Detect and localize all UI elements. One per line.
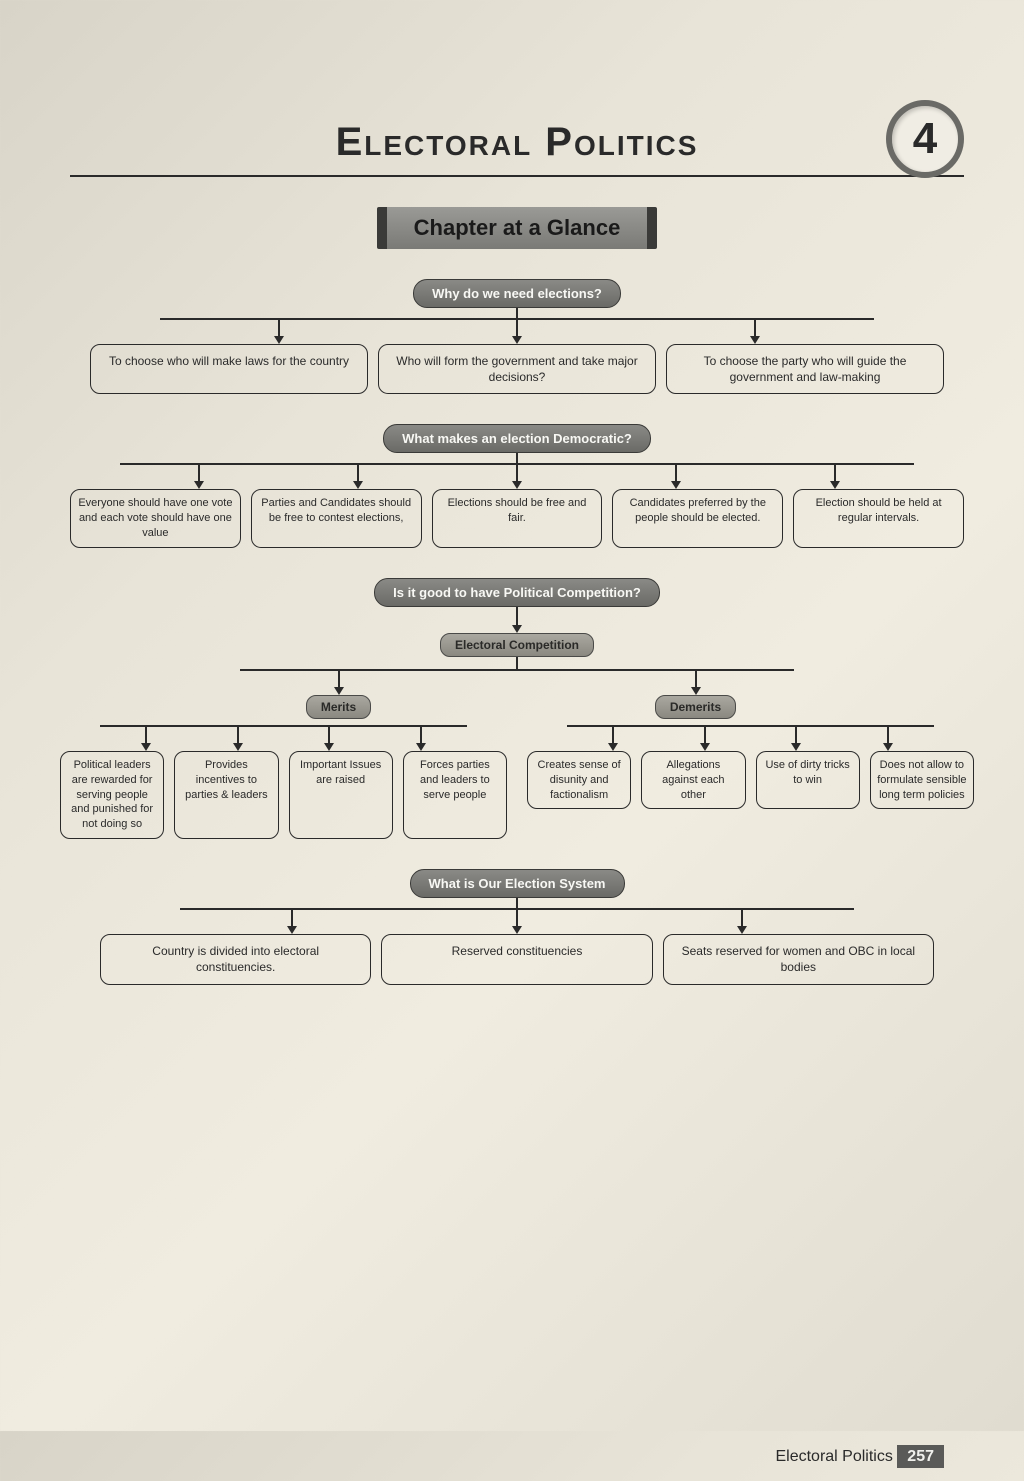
connector xyxy=(516,607,518,625)
arrows xyxy=(180,910,854,934)
leaf-box: Does not allow to formulate sensible lon… xyxy=(870,751,974,810)
leaf-row: Political leaders are rewarded for servi… xyxy=(60,751,507,839)
leaf-row: To choose who will make laws for the cou… xyxy=(60,344,974,394)
merits-demerits-row: Merits Demerits xyxy=(180,671,854,719)
arrows xyxy=(160,320,874,344)
page-number: 257 xyxy=(897,1445,944,1468)
connector xyxy=(516,898,518,908)
merits-demerits-leaves: Political leaders are rewarded for servi… xyxy=(60,725,974,839)
footer-text: Electoral Politics xyxy=(775,1448,892,1465)
leaf-row: Everyone should have one vote and each v… xyxy=(60,489,974,548)
leaf-box: Seats reserved for women and OBC in loca… xyxy=(663,934,934,984)
question-pill: Why do we need elections? xyxy=(413,279,621,308)
section-democratic: What makes an election Democratic? Every… xyxy=(60,424,974,548)
leaf-box: Country is divided into electoral consti… xyxy=(100,934,371,984)
leaf-row: Country is divided into electoral consti… xyxy=(60,934,974,984)
leaf-box: Important Issues are raised xyxy=(289,751,393,839)
leaf-box: Provides incentives to parties & leaders xyxy=(174,751,278,839)
leaf-box: To choose who will make laws for the cou… xyxy=(90,344,368,394)
title-underline xyxy=(70,175,964,177)
leaf-box: Election should be held at regular inter… xyxy=(793,489,964,548)
chapter-number: 4 xyxy=(886,100,964,178)
arrows xyxy=(100,727,467,751)
leaf-box: Parties and Candidates should be free to… xyxy=(251,489,422,548)
leaf-box: Political leaders are rewarded for servi… xyxy=(60,751,164,839)
demerits-leaves: Creates sense of disunity and factionali… xyxy=(527,725,974,839)
connector xyxy=(516,657,518,669)
question-pill: What makes an election Democratic? xyxy=(383,424,651,453)
section-competition: Is it good to have Political Competition… xyxy=(60,578,974,839)
textbook-page: Electoral Politics 4 Chapter at a Glance… xyxy=(60,120,974,1481)
section-election-system: What is Our Election System Country is d… xyxy=(60,869,974,984)
page-footer: Electoral Politics 257 xyxy=(775,1448,944,1466)
leaf-box: Reserved constituencies xyxy=(381,934,652,984)
leaf-box: Creates sense of disunity and factionali… xyxy=(527,751,631,810)
leaf-box: Elections should be free and fair. xyxy=(432,489,603,548)
leaf-box: Use of dirty tricks to win xyxy=(756,751,860,810)
leaf-box: Who will form the government and take ma… xyxy=(378,344,656,394)
question-pill: Is it good to have Political Competition… xyxy=(374,578,660,607)
merits-leaves: Political leaders are rewarded for servi… xyxy=(60,725,507,839)
leaf-box: Allegations against each other xyxy=(641,751,745,810)
arrows xyxy=(567,727,934,751)
leaf-box: Everyone should have one vote and each v… xyxy=(70,489,241,548)
chapter-title: Electoral Politics xyxy=(336,120,699,165)
leaf-box: Forces parties and leaders to serve peop… xyxy=(403,751,507,839)
question-pill: What is Our Election System xyxy=(410,869,625,898)
merits-col: Merits xyxy=(180,671,497,719)
demerits-col: Demerits xyxy=(537,671,854,719)
demerits-pill: Demerits xyxy=(655,695,736,719)
arrows xyxy=(120,465,914,489)
section-why-elections: Why do we need elections? To choose who … xyxy=(60,279,974,394)
leaf-box: Candidates preferred by the people shoul… xyxy=(612,489,783,548)
connector xyxy=(516,453,518,463)
leaf-row: Creates sense of disunity and factionali… xyxy=(527,751,974,810)
sub-pill: Electoral Competition xyxy=(440,633,594,657)
merits-pill: Merits xyxy=(306,695,371,719)
chapter-header: Electoral Politics 4 xyxy=(60,120,974,165)
glance-banner: Chapter at a Glance xyxy=(377,207,657,249)
branch-line xyxy=(240,669,794,671)
connector xyxy=(516,308,518,318)
leaf-box: To choose the party who will guide the g… xyxy=(666,344,944,394)
